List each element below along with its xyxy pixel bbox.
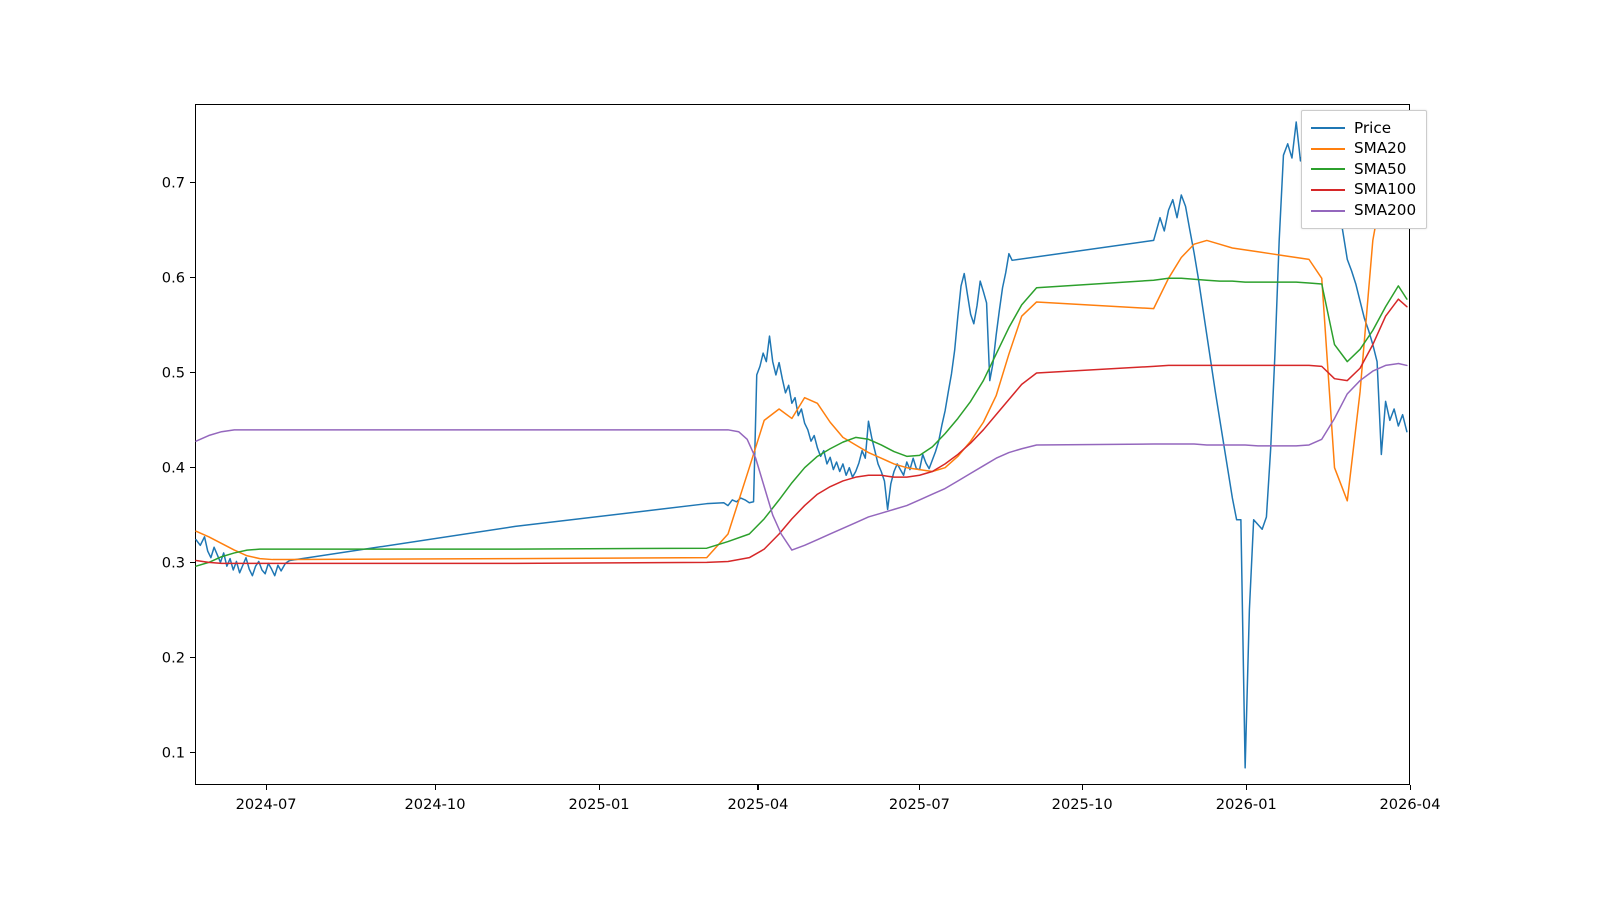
x-tick-mark — [918, 785, 920, 790]
y-tick-label: 0.4 — [161, 459, 185, 477]
y-tick-label: 0.1 — [161, 744, 185, 762]
legend-swatch-icon — [1311, 127, 1345, 130]
legend-label: SMA100 — [1354, 180, 1417, 199]
x-tick-mark — [434, 785, 436, 790]
series-line-sma50 — [196, 278, 1407, 566]
x-tick-mark — [265, 785, 267, 790]
series-canvas — [196, 105, 1409, 784]
series-line-sma20 — [196, 165, 1407, 560]
y-tick-label: 0.3 — [161, 554, 185, 572]
chart-legend: Price SMA20 SMA50 SMA100 SMA200 — [1301, 110, 1428, 229]
plot-axes — [195, 104, 1410, 785]
legend-swatch-icon — [1311, 189, 1345, 192]
legend-item-sma100: SMA100 — [1311, 180, 1416, 201]
x-tick-label: 2025-10 — [1051, 796, 1113, 813]
y-tick-mark — [190, 562, 195, 564]
legend-label: SMA200 — [1354, 201, 1417, 220]
x-tick-mark — [1081, 785, 1083, 790]
legend-swatch-icon — [1311, 168, 1345, 171]
y-tick-label: 0.7 — [161, 174, 185, 192]
y-tick-mark — [190, 467, 195, 469]
x-tick-mark — [1409, 785, 1411, 790]
legend-item-sma50: SMA50 — [1311, 159, 1416, 180]
y-tick-label: 0.6 — [161, 269, 185, 287]
legend-label: SMA20 — [1354, 139, 1407, 158]
x-tick-label: 2025-04 — [727, 796, 789, 813]
legend-swatch-icon — [1311, 147, 1345, 150]
y-tick-mark — [190, 277, 195, 279]
x-tick-label: 2026-04 — [1379, 796, 1441, 813]
y-tick-label: 0.2 — [161, 649, 185, 667]
y-tick-mark — [190, 182, 195, 184]
y-tick-mark — [190, 372, 195, 374]
y-tick-mark — [190, 657, 195, 659]
x-tick-mark — [757, 785, 759, 790]
series-line-sma100 — [196, 299, 1407, 563]
x-tick-label: 2024-07 — [235, 796, 297, 813]
x-tick-mark — [1245, 785, 1247, 790]
legend-swatch-icon — [1311, 209, 1345, 212]
x-tick-mark — [598, 785, 600, 790]
y-tick-label: 0.5 — [161, 364, 185, 382]
legend-item-sma200: SMA200 — [1311, 200, 1416, 221]
x-tick-label: 2025-07 — [888, 796, 950, 813]
legend-label: Price — [1354, 118, 1392, 137]
legend-label: SMA50 — [1354, 159, 1407, 178]
x-tick-label: 2025-01 — [568, 796, 630, 813]
x-tick-label: 2026-01 — [1215, 796, 1277, 813]
x-tick-label: 2024-10 — [404, 796, 466, 813]
series-line-sma200 — [196, 364, 1407, 551]
legend-item-price: Price — [1311, 118, 1416, 139]
legend-item-sma20: SMA20 — [1311, 139, 1416, 160]
y-tick-mark — [190, 752, 195, 754]
